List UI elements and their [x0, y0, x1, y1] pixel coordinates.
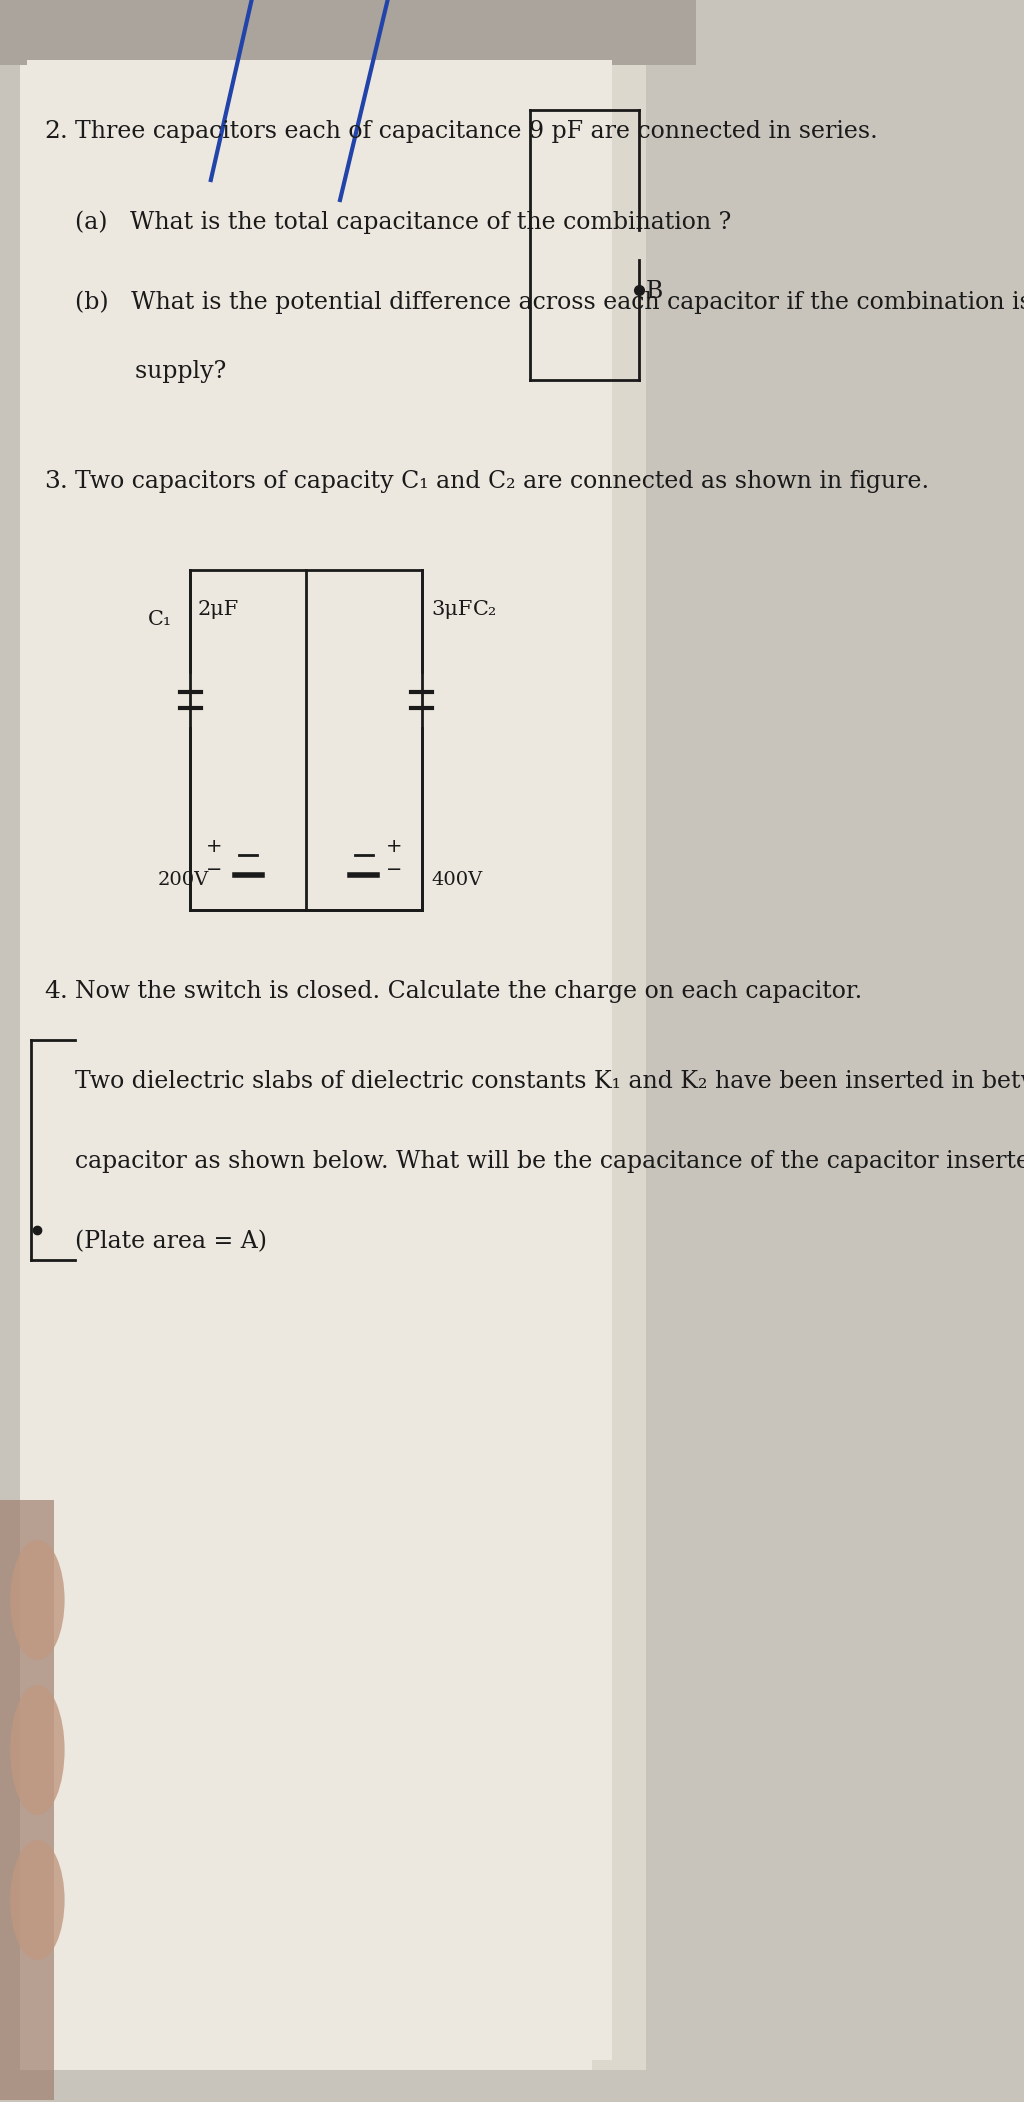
Text: 200V: 200V	[158, 870, 209, 889]
Text: 3μF: 3μF	[432, 599, 473, 618]
Text: 400V: 400V	[432, 870, 483, 889]
Text: 2μF: 2μF	[198, 599, 239, 618]
Bar	[0, 1501, 54, 2100]
Text: Now the switch is closed. Calculate the charge on each capacitor.: Now the switch is closed. Calculate the …	[75, 980, 862, 1003]
Text: C₂: C₂	[473, 599, 497, 618]
Text: 2.: 2.	[44, 120, 68, 143]
Bar	[20, 11, 633, 2070]
Ellipse shape	[10, 1686, 65, 1814]
Text: Two capacitors of capacity C₁ and C₂ are connected as shown in figure.: Two capacitors of capacity C₁ and C₂ are…	[75, 471, 929, 494]
Text: C₁: C₁	[147, 610, 172, 628]
Text: capacitor as shown below. What will be the capacitance of the capacitor inserted: capacitor as shown below. What will be t…	[75, 1150, 1024, 1173]
Text: +: +	[206, 837, 222, 856]
Text: supply?: supply?	[75, 359, 226, 383]
Text: (b)   What is the potential difference across each capacitor if the combination : (b) What is the potential difference acr…	[75, 290, 1024, 313]
Text: B: B	[646, 280, 664, 303]
Text: −: −	[386, 860, 402, 879]
Bar	[28, 61, 612, 2060]
Text: Two dielectric slabs of dielectric constants K₁ and K₂ have been inserted in bet: Two dielectric slabs of dielectric const…	[75, 1070, 1024, 1093]
Text: (Plate area = A): (Plate area = A)	[75, 1230, 267, 1253]
Text: 4.: 4.	[44, 980, 68, 1003]
Ellipse shape	[10, 1541, 65, 1661]
Text: Three capacitors each of capacitance 9 pF are connected in series.: Three capacitors each of capacitance 9 p…	[75, 120, 878, 143]
Text: (a)   What is the total capacitance of the combination ?: (a) What is the total capacitance of the…	[75, 210, 731, 233]
Ellipse shape	[10, 1839, 65, 1959]
Text: +: +	[386, 837, 402, 856]
Text: −: −	[206, 860, 222, 879]
Bar	[0, 0, 696, 65]
Bar	[592, 11, 646, 2070]
Text: 3.: 3.	[44, 471, 68, 494]
